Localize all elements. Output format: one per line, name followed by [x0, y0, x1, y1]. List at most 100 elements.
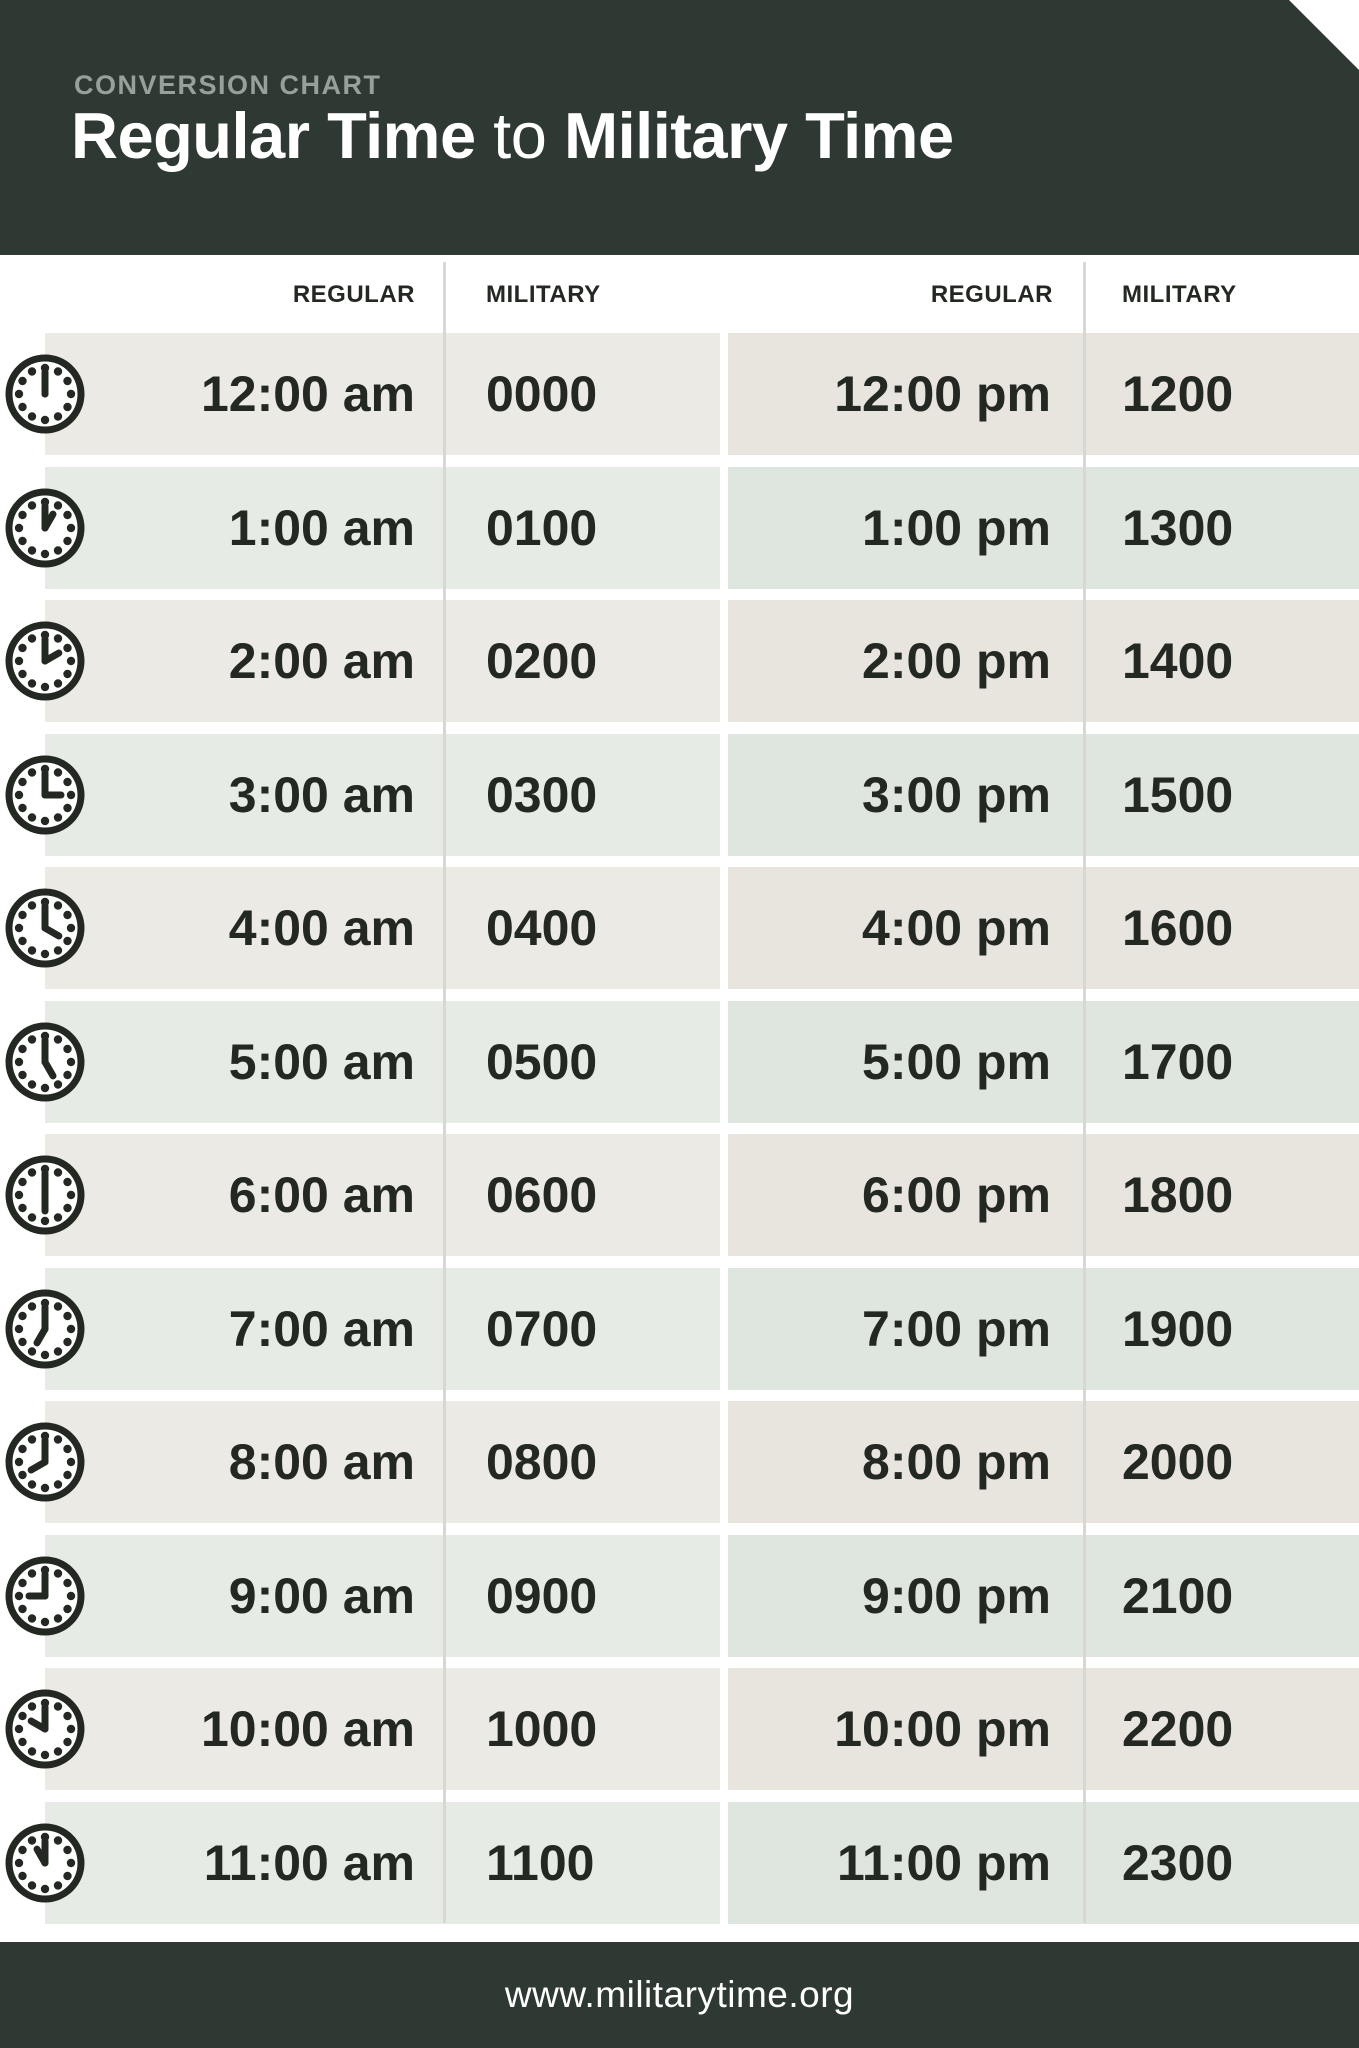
military-am-cell: 0400	[486, 900, 598, 956]
footer-bar: www.militarytime.org	[0, 1942, 1359, 2048]
regular-am-cell: 2:00 am	[228, 633, 415, 689]
page-title: Regular Time to Military Time	[71, 98, 954, 173]
column-header-regular-am: REGULAR	[292, 281, 415, 308]
clock-icon-11-oclock	[5, 1823, 85, 1902]
regular-am-cell: 9:00 am	[228, 1567, 415, 1624]
regular-pm-cell: 5:00 pm	[862, 1033, 1051, 1090]
row-band-pm: 7:00 pm 1900	[728, 1267, 1359, 1390]
military-am-cell: 0500	[486, 1033, 598, 1090]
military-pm-cell: 1900	[1122, 1300, 1234, 1357]
row-band-pm: 12:00 pm 1200	[728, 333, 1359, 455]
military-pm-cell: 2000	[1122, 1434, 1234, 1490]
military-am-cell: 1100	[486, 1834, 595, 1891]
clock-icon-1-oclock	[5, 488, 85, 567]
column-divider-left	[443, 262, 446, 1923]
regular-am-cell: 10:00 am	[200, 1701, 415, 1757]
table-row: 3:00 am 0300 3:00 pm 1500	[0, 733, 1359, 856]
row-band-am: 9:00 am 0900	[45, 1534, 720, 1657]
row-band-am: 4:00 am 0400	[45, 867, 720, 989]
regular-am-cell: 3:00 am	[228, 766, 415, 823]
row-band-am: 3:00 am 0300	[45, 733, 720, 856]
row-band-pm: 4:00 pm 1600	[728, 867, 1359, 989]
regular-am-cell: 1:00 am	[228, 499, 415, 556]
clock-icon-4-oclock	[5, 888, 85, 968]
regular-pm-cell: 1:00 pm	[862, 499, 1051, 556]
regular-am-cell: 12:00 am	[200, 366, 415, 422]
military-pm-cell: 2300	[1122, 1834, 1234, 1891]
military-pm-cell: 1400	[1122, 633, 1234, 689]
regular-pm-cell: 11:00 pm	[836, 1834, 1051, 1891]
clock-icon-3-oclock	[5, 755, 85, 834]
kicker-label: CONVERSION CHART	[74, 70, 382, 100]
row-band-pm: 1:00 pm 1300	[728, 466, 1359, 589]
regular-pm-cell: 12:00 pm	[834, 366, 1051, 422]
row-band-pm: 11:00 pm 2300	[728, 1801, 1359, 1924]
table-row: 8:00 am 0800 8:00 pm 2000	[0, 1401, 1359, 1523]
row-band-am: 1:00 am 0100	[45, 466, 720, 589]
military-pm-cell: 1200	[1122, 366, 1234, 422]
regular-pm-cell: 9:00 pm	[862, 1567, 1051, 1624]
military-am-cell: 0000	[486, 366, 598, 422]
military-pm-cell: 1700	[1122, 1033, 1234, 1090]
regular-am-cell: 7:00 am	[228, 1300, 415, 1357]
regular-pm-cell: 6:00 pm	[862, 1167, 1051, 1223]
table-row: 5:00 am 0500 5:00 pm 1700	[0, 1000, 1359, 1123]
row-band-am: 8:00 am 0800	[45, 1401, 720, 1523]
row-band-pm: 8:00 pm 2000	[728, 1401, 1359, 1523]
regular-pm-cell: 8:00 pm	[862, 1434, 1051, 1490]
military-pm-cell: 2200	[1122, 1701, 1234, 1757]
table-row: 9:00 am 0900 9:00 pm 2100	[0, 1534, 1359, 1657]
title-to: to	[493, 99, 547, 172]
regular-pm-cell: 3:00 pm	[862, 766, 1051, 823]
column-header-regular-pm: REGULAR	[930, 281, 1053, 308]
clock-icon-5-oclock	[5, 1022, 85, 1101]
table-row: 10:00 am 1000 10:00 pm 2200	[0, 1668, 1359, 1790]
row-band-am: 6:00 am 0600	[45, 1134, 720, 1256]
clock-icon-8-oclock	[5, 1422, 85, 1502]
military-pm-cell: 1300	[1122, 499, 1234, 556]
regular-am-cell: 8:00 am	[228, 1434, 415, 1490]
row-band-pm: 2:00 pm 1400	[728, 600, 1359, 722]
table-row: 4:00 am 0400 4:00 pm 1600	[0, 867, 1359, 989]
row-band-am: 11:00 am 1100	[45, 1801, 720, 1924]
header-banner: CONVERSION CHART Regular Time to Militar…	[0, 0, 1359, 255]
military-am-cell: 0300	[486, 766, 598, 823]
row-band-pm: 9:00 pm 2100	[728, 1534, 1359, 1657]
regular-pm-cell: 10:00 pm	[834, 1701, 1051, 1757]
regular-am-cell: 6:00 am	[228, 1167, 415, 1223]
row-band-am: 5:00 am 0500	[45, 1000, 720, 1123]
title-military-time: Military Time	[563, 99, 954, 172]
military-pm-cell: 1800	[1122, 1167, 1234, 1223]
military-pm-cell: 1600	[1122, 900, 1234, 956]
regular-am-cell: 4:00 am	[228, 900, 415, 956]
column-divider-right	[1083, 262, 1086, 1923]
military-am-cell: 0800	[486, 1434, 598, 1490]
clock-icon-2-oclock	[5, 621, 85, 701]
row-band-am: 12:00 am 0000	[45, 333, 720, 455]
military-am-cell: 0900	[486, 1567, 598, 1624]
row-band-am: 7:00 am 0700	[45, 1267, 720, 1390]
column-header-military-pm: MILITARY	[1122, 281, 1237, 308]
table-row: 1:00 am 0100 1:00 pm 1300	[0, 466, 1359, 589]
military-am-cell: 0600	[486, 1167, 598, 1223]
clock-icon-10-oclock	[5, 1689, 85, 1769]
military-am-cell: 0100	[486, 499, 598, 556]
column-header-military-am: MILITARY	[486, 281, 601, 308]
military-am-cell: 0700	[486, 1300, 598, 1357]
clock-icon-12-oclock	[5, 354, 85, 434]
regular-pm-cell: 4:00 pm	[862, 900, 1051, 956]
regular-pm-cell: 7:00 pm	[862, 1300, 1051, 1357]
title-regular-time: Regular Time	[71, 99, 476, 172]
row-band-pm: 6:00 pm 1800	[728, 1134, 1359, 1256]
regular-am-cell: 5:00 am	[228, 1033, 415, 1090]
regular-pm-cell: 2:00 pm	[862, 633, 1051, 689]
military-pm-cell: 1500	[1122, 766, 1234, 823]
regular-am-cell: 11:00 am	[203, 1834, 415, 1891]
clock-icon-6-oclock	[5, 1155, 85, 1235]
table-row: 12:00 am 0000 12:00 pm 1200	[0, 333, 1359, 455]
military-am-cell: 1000	[486, 1701, 598, 1757]
clock-icon-7-oclock	[5, 1289, 85, 1368]
table-row: 7:00 am 0700 7:00 pm 1900	[0, 1267, 1359, 1390]
military-am-cell: 0200	[486, 633, 598, 689]
